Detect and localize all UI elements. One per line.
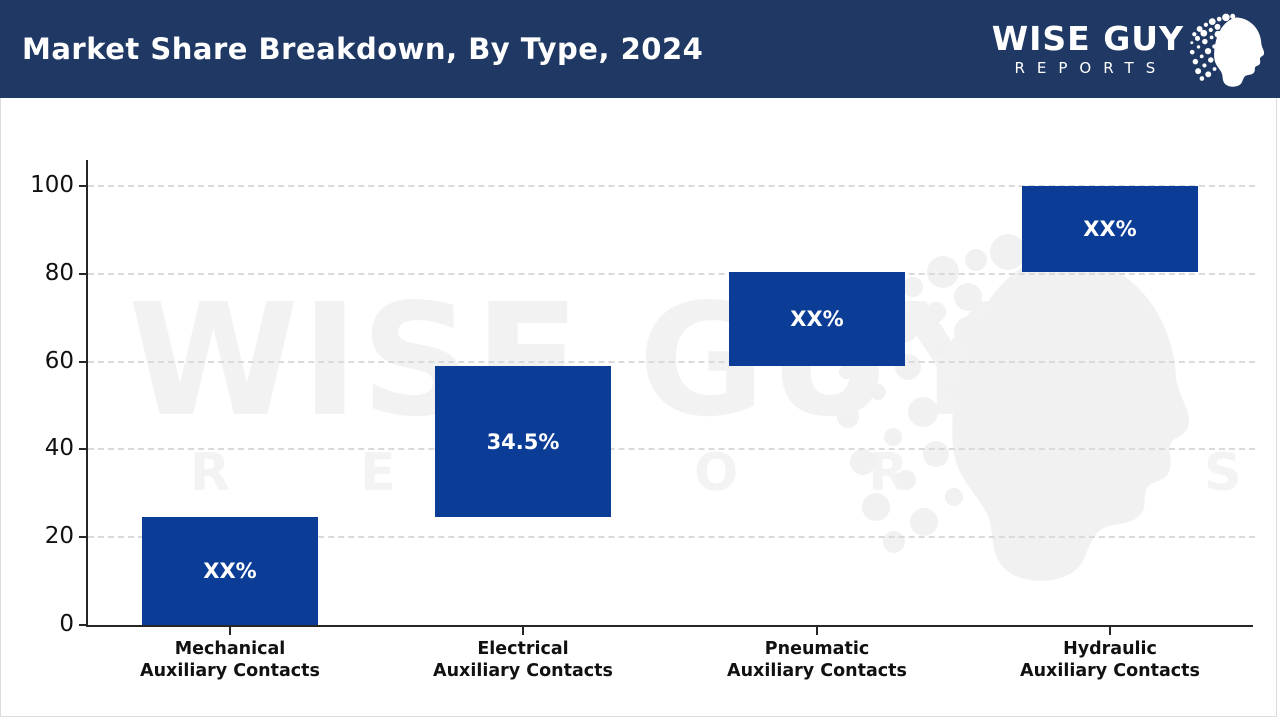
brand-logo: WISE GUY REPORTS (992, 5, 1266, 93)
x-tick-mark (1109, 627, 1111, 635)
bar-value-label: XX% (203, 559, 257, 584)
brand-name: WISE GUY (991, 18, 1184, 58)
x-axis-label-line: Auxiliary Contacts (433, 661, 613, 681)
bar-4: XX% (1022, 186, 1198, 272)
bar-2: 34.5% (435, 365, 611, 518)
bar-value-label: XX% (790, 306, 844, 331)
plot-area: XX% 34.5% XX% XX% 0 20 40 60 80 100 Mechanical Aux… (0, 98, 1280, 720)
x-tick-mark (816, 627, 818, 635)
y-tick-label: 0 (59, 611, 74, 637)
y-tick-mark (79, 536, 86, 539)
bar-3: XX% (729, 271, 905, 366)
bar-value-label: 34.5% (486, 429, 560, 454)
x-axis-label: Hydraulic Auxiliary Contacts (960, 638, 1260, 682)
x-axis-label-line: Auxiliary Contacts (1020, 661, 1200, 681)
x-tick-mark (522, 627, 524, 635)
x-axis-label: Mechanical Auxiliary Contacts (80, 638, 380, 682)
y-tick-label: 80 (44, 259, 74, 286)
x-axis-line (86, 625, 1253, 627)
y-tick-mark (79, 448, 86, 451)
x-axis-label-line: Electrical (477, 639, 569, 659)
bar-1: XX% (142, 517, 318, 625)
gridline-40 (88, 448, 1255, 451)
gridline-20 (88, 536, 1255, 539)
y-tick-label: 20 (44, 523, 74, 550)
page-title: Market Share Breakdown, By Type, 2024 (22, 32, 704, 66)
brand-logo-text: WISE GUY REPORTS (991, 18, 1184, 77)
brand-subname: REPORTS (1014, 58, 1168, 77)
y-tick-label: 40 (44, 435, 74, 462)
y-tick-label: 100 (30, 172, 74, 198)
brand-head-icon (1189, 13, 1265, 87)
x-axis-label-line: Auxiliary Contacts (727, 661, 907, 681)
x-axis-label: Pneumatic Auxiliary Contacts (667, 638, 967, 682)
gridline-100 (88, 185, 1255, 187)
gridline-60 (88, 360, 1255, 363)
x-tick-mark (229, 627, 231, 635)
x-axis-label-line: Mechanical (174, 639, 286, 659)
x-axis-label-line: Auxiliary Contacts (140, 661, 320, 681)
y-tick-label: 60 (44, 347, 74, 374)
gridline-80 (88, 272, 1255, 275)
y-tick-mark (79, 185, 86, 187)
x-axis-label-line: Pneumatic (764, 639, 870, 659)
x-axis-label: Electrical Auxiliary Contacts (373, 638, 673, 682)
x-axis-label-line: Hydraulic (1063, 639, 1157, 659)
bar-value-label: XX% (1083, 216, 1137, 241)
header-bar: Market Share Breakdown, By Type, 2024 WI… (0, 0, 1280, 98)
y-tick-mark (79, 272, 86, 275)
y-tick-mark (79, 624, 86, 626)
y-tick-mark (79, 360, 86, 363)
y-axis-line (86, 160, 88, 626)
